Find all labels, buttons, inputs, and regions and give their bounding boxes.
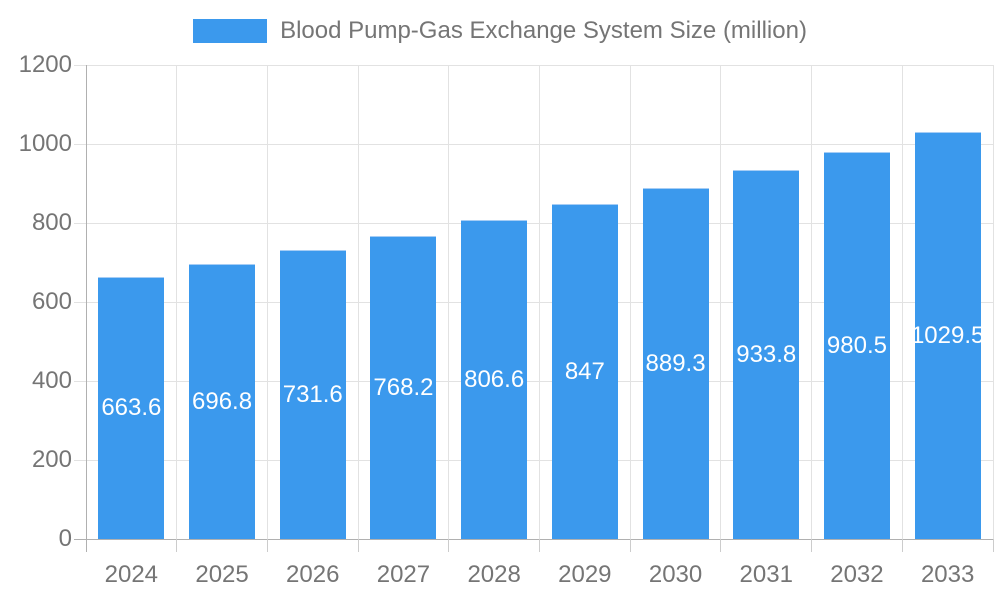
legend-swatch bbox=[193, 19, 268, 43]
x-axis-tick bbox=[539, 539, 540, 552]
y-tick-label: 200 bbox=[31, 446, 72, 473]
x-axis-tick bbox=[176, 539, 178, 552]
x-tick-label: 2032 bbox=[830, 561, 884, 588]
x-axis-tick bbox=[85, 539, 87, 552]
bar: 847 bbox=[551, 204, 618, 539]
x-axis-tick bbox=[357, 539, 359, 552]
bar-value-label: 806.6 bbox=[464, 366, 525, 394]
x-axis-tick bbox=[629, 539, 631, 552]
bar: 731.6 bbox=[279, 250, 346, 539]
y-tick-label: 1000 bbox=[18, 130, 72, 157]
bar: 663.6 bbox=[98, 276, 165, 539]
x-gridline bbox=[176, 65, 178, 539]
y-tick-label: 400 bbox=[31, 367, 72, 394]
bar: 980.5 bbox=[823, 151, 890, 539]
x-gridline bbox=[266, 65, 268, 539]
legend-label: Blood Pump-Gas Exchange System Size (mil… bbox=[280, 17, 807, 44]
y-tick-label: 0 bbox=[58, 525, 72, 552]
x-tick-label: 2028 bbox=[467, 561, 521, 588]
bar-value-label: 731.6 bbox=[282, 381, 343, 408]
x-tick-label: 2026 bbox=[286, 561, 340, 588]
bar-value-label: 847 bbox=[564, 358, 605, 386]
x-gridline bbox=[720, 65, 722, 539]
x-gridline bbox=[992, 65, 994, 539]
x-axis-tick bbox=[811, 539, 813, 552]
y-gridline bbox=[74, 459, 993, 461]
x-axis-tick bbox=[266, 539, 268, 552]
x-tick-label: 2025 bbox=[195, 561, 249, 588]
bar: 768.2 bbox=[370, 235, 437, 539]
x-axis-baseline bbox=[74, 538, 993, 540]
bar: 696.8 bbox=[189, 263, 256, 539]
y-axis-line bbox=[85, 65, 87, 539]
bar-value-label: 980.5 bbox=[826, 331, 887, 359]
legend-item[interactable]: Blood Pump-Gas Exchange System Size (mil… bbox=[193, 17, 807, 45]
x-gridline bbox=[539, 65, 540, 539]
y-gridline bbox=[74, 143, 993, 145]
x-tick-label: 2030 bbox=[648, 561, 703, 588]
x-axis-tick bbox=[901, 539, 903, 552]
x-gridline bbox=[901, 65, 903, 539]
x-tick-label: 2027 bbox=[376, 561, 431, 588]
bar: 1029.5 bbox=[911, 132, 984, 539]
y-tick-label: 600 bbox=[31, 288, 72, 315]
x-gridline bbox=[629, 65, 631, 539]
y-tick-label: 800 bbox=[31, 209, 72, 236]
bar-value-label: 1029.5 bbox=[910, 322, 985, 350]
y-gridline bbox=[74, 222, 993, 224]
bar: 889.3 bbox=[642, 187, 709, 539]
bar-value-label: 889.3 bbox=[645, 349, 706, 377]
x-gridline bbox=[811, 65, 813, 539]
y-tick-label: 1200 bbox=[18, 51, 72, 78]
bar-value-label: 663.6 bbox=[101, 394, 162, 422]
x-tick-label: 2033 bbox=[920, 561, 975, 588]
legend: Blood Pump-Gas Exchange System Size (mil… bbox=[0, 17, 1000, 45]
x-gridline bbox=[357, 65, 359, 539]
bar-value-label: 768.2 bbox=[373, 373, 434, 401]
bar-value-label: 933.8 bbox=[736, 341, 797, 369]
y-gridline bbox=[74, 64, 993, 66]
bar-value-label: 696.8 bbox=[192, 387, 253, 415]
bar: 933.8 bbox=[733, 170, 800, 539]
x-gridline bbox=[448, 65, 450, 539]
x-axis-tick bbox=[720, 539, 722, 552]
x-tick-label: 2024 bbox=[104, 561, 159, 588]
x-tick-label: 2029 bbox=[558, 561, 612, 588]
y-gridline bbox=[74, 301, 993, 303]
y-gridline bbox=[74, 380, 993, 382]
x-axis-tick bbox=[992, 539, 994, 552]
x-tick-label: 2031 bbox=[739, 561, 793, 588]
bar: 806.6 bbox=[461, 220, 528, 539]
x-axis-tick bbox=[448, 539, 450, 552]
